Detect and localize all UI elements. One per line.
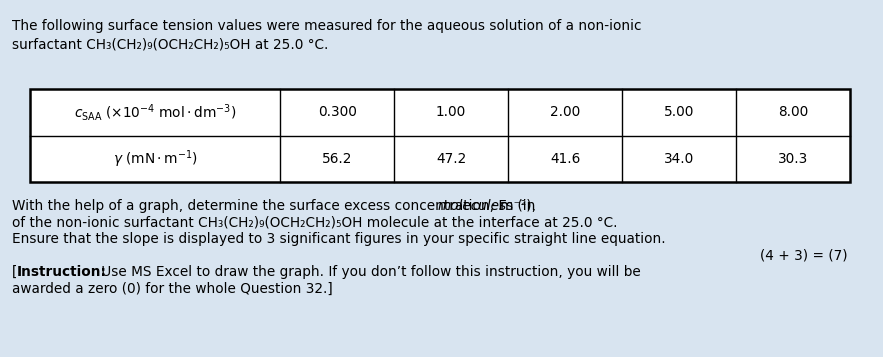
Text: [: [ <box>12 265 18 279</box>
Text: $\gamma\ (\mathregular{mN}\cdot \mathregular{m}^{-1})$: $\gamma\ (\mathregular{mN}\cdot \mathreg… <box>112 148 198 170</box>
Text: The following surface tension values were measured for the aqueous solution of a: The following surface tension values wer… <box>12 19 642 33</box>
Text: awarded a zero (0) for the whole Question 32.]: awarded a zero (0) for the whole Questio… <box>12 282 333 296</box>
Text: molecules: molecules <box>437 199 506 213</box>
Text: 30.3: 30.3 <box>778 152 808 166</box>
Text: of the non-ionic surfactant CH₃(CH₂)₉(OCH₂CH₂)₅OH molecule at the interface at 2: of the non-ionic surfactant CH₃(CH₂)₉(OC… <box>12 216 617 230</box>
Text: 0.300: 0.300 <box>318 105 357 119</box>
Text: Instruction:: Instruction: <box>17 265 107 279</box>
Text: Use MS Excel to draw the graph. If you don’t follow this instruction, you will b: Use MS Excel to draw the graph. If you d… <box>97 265 641 279</box>
Text: 5.00: 5.00 <box>664 105 694 119</box>
Text: With the help of a graph, determine the surface excess concentration, Γs (in: With the help of a graph, determine the … <box>12 199 540 213</box>
Text: 34.0: 34.0 <box>664 152 694 166</box>
Text: (4 + 3) = (7): (4 + 3) = (7) <box>760 248 848 262</box>
Text: Ensure that the slope is displayed to 3 significant figures in your specific str: Ensure that the slope is displayed to 3 … <box>12 232 666 246</box>
Bar <box>30 89 850 182</box>
Text: · m⁻²),: · m⁻²), <box>487 199 536 213</box>
Text: surfactant CH₃(CH₂)₉(OCH₂CH₂)₅OH at 25.0 °C.: surfactant CH₃(CH₂)₉(OCH₂CH₂)₅OH at 25.0… <box>12 37 328 51</box>
Text: 2.00: 2.00 <box>550 105 580 119</box>
Text: $c_{\mathregular{SAA}}\ (\times 10^{-4}\ \mathregular{mol}\cdot \mathregular{dm}: $c_{\mathregular{SAA}}\ (\times 10^{-4}\… <box>74 102 236 123</box>
Text: 56.2: 56.2 <box>322 152 352 166</box>
Text: 47.2: 47.2 <box>436 152 466 166</box>
Text: 41.6: 41.6 <box>550 152 580 166</box>
Text: 1.00: 1.00 <box>436 105 466 119</box>
Text: 8.00: 8.00 <box>778 105 808 119</box>
